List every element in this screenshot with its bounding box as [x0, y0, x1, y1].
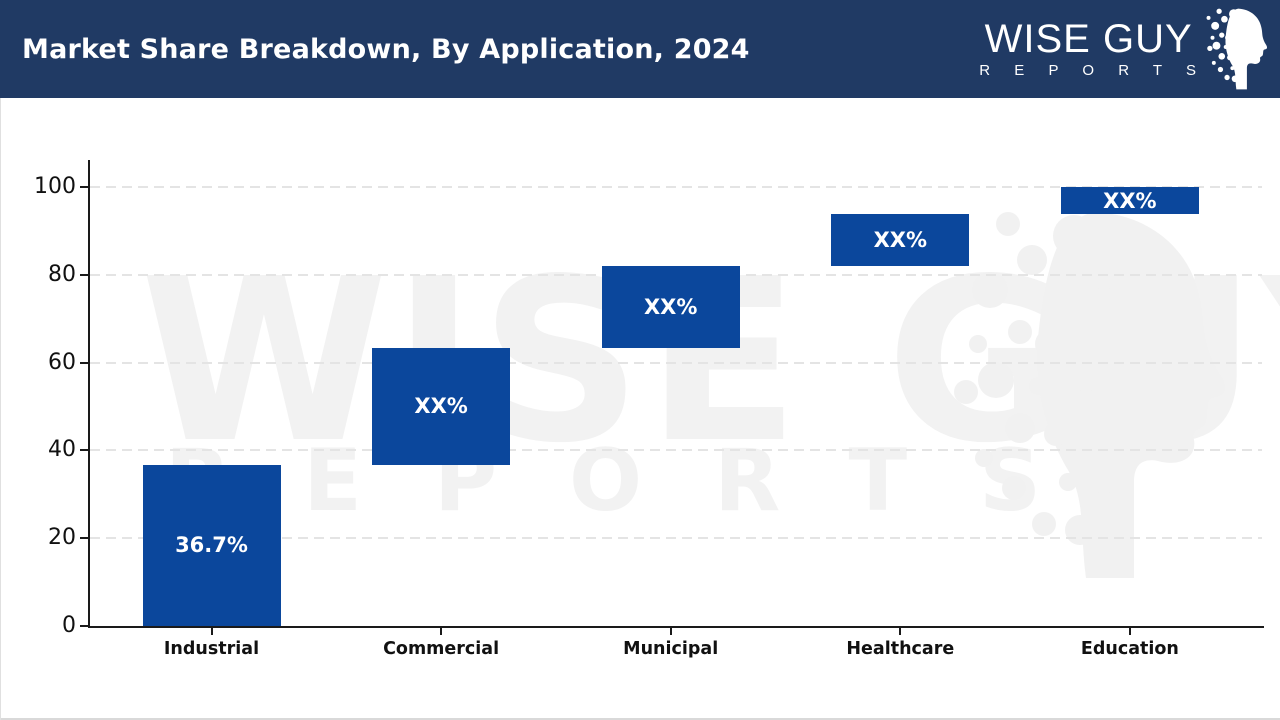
gridline-y-20: [90, 537, 1262, 540]
x-axis-line: [88, 626, 1264, 628]
page-bottom-border: [0, 718, 1280, 720]
bar-healthcare: XX%: [831, 214, 970, 266]
logo-wordmark: WISE GUY: [984, 17, 1193, 61]
bar-value-label: XX%: [414, 394, 468, 419]
x-tick-mark-healthcare: [899, 628, 902, 635]
y-tick-mark-0: [80, 625, 89, 627]
x-category-label-education: Education: [1080, 639, 1179, 659]
y-tick-label-20: 20: [48, 525, 76, 551]
bar-value-label: 36.7%: [175, 533, 248, 558]
bar-value-label: XX%: [873, 228, 928, 253]
gridline-y-60: [90, 361, 1262, 364]
x-category-label-healthcare: Healthcare: [846, 639, 955, 659]
y-tick-label-0: 0: [62, 613, 76, 638]
wise-guy-logo: WISE GUY R E P O R T S: [971, 6, 1270, 92]
y-tick-mark-20: [80, 537, 89, 540]
bar-education: XX%: [1060, 187, 1199, 215]
x-tick-mark-municipal: [669, 628, 672, 635]
y-tick-mark-80: [80, 273, 89, 276]
y-tick-label-40: 40: [48, 437, 76, 463]
header-bar: Market Share Breakdown, By Application, …: [0, 0, 1280, 98]
x-tick-mark-commercial: [440, 628, 443, 635]
x-tick-mark-industrial: [210, 628, 213, 635]
x-category-label-commercial: Commercial: [383, 639, 500, 659]
logo-subtitle: R E P O R T S: [979, 62, 1206, 79]
logo-text: WISE GUY R E P O R T S: [971, 19, 1206, 79]
bar-commercial: XX%: [372, 348, 511, 465]
gridline-y-100: [90, 186, 1262, 188]
head-profile-icon: [1206, 8, 1268, 90]
gridline-y-40: [90, 449, 1262, 452]
x-category-label-municipal: Municipal: [623, 639, 719, 659]
bar-value-label: XX%: [1103, 188, 1157, 213]
bar-value-label: XX%: [643, 295, 698, 320]
watermark-subtitle: REPORTS: [165, 431, 1114, 531]
y-tick-mark-60: [80, 361, 89, 364]
watermark-head-icon: [951, 212, 1226, 578]
y-tick-label-100: 100: [34, 174, 76, 199]
y-tick-label-60: 60: [48, 349, 76, 375]
page-title: Market Share Breakdown, By Application, …: [22, 33, 750, 65]
y-tick-mark-40: [80, 449, 89, 452]
y-tick-label-80: 80: [48, 261, 76, 287]
bar-industrial: 36.7%: [142, 464, 281, 626]
x-category-label-industrial: Industrial: [163, 639, 260, 659]
bar-municipal: XX%: [601, 266, 740, 349]
x-tick-mark-education: [1128, 628, 1131, 635]
y-axis-line: [88, 160, 90, 628]
y-tick-mark-100: [80, 186, 89, 188]
page-left-border: [0, 98, 1, 720]
